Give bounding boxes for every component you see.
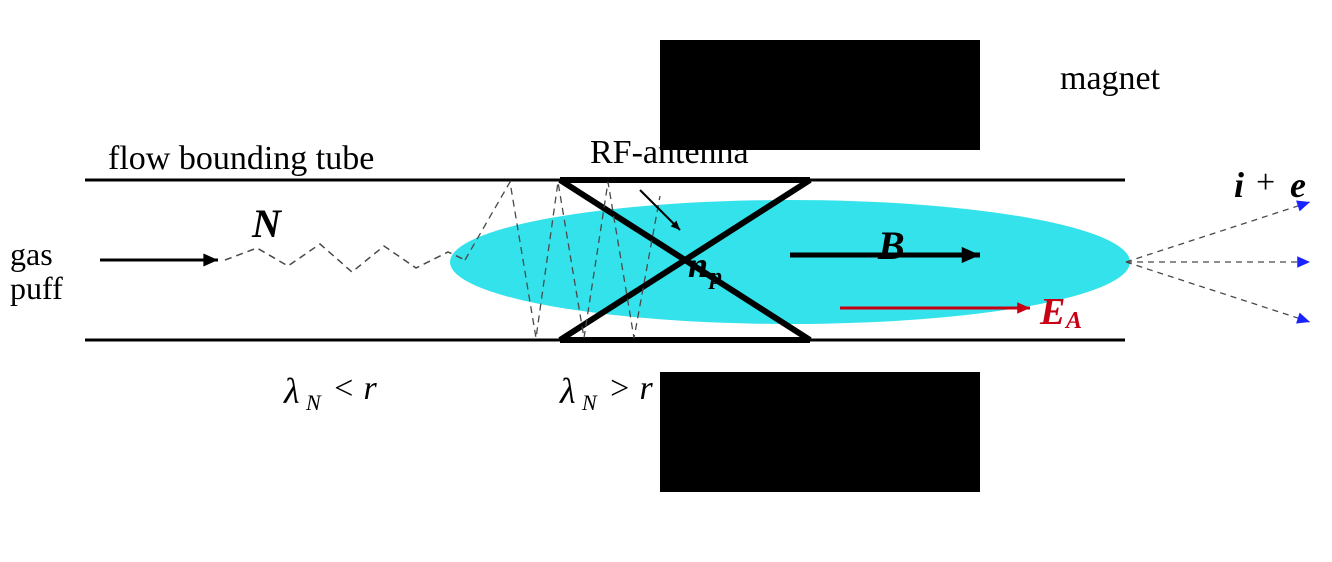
label-lambda2-N: N [582,390,597,416]
label-magnet: magnet [1060,60,1160,98]
label-ie-i: i [1234,164,1244,206]
label-EA-A: A [1066,308,1082,335]
label-lambda2-rel: > r [608,370,653,408]
label-N: N [252,200,281,247]
label-ie-e: e [1290,164,1306,206]
label-EA-E: E [1040,290,1065,334]
label-gas: gas [10,236,53,273]
label-lambda1-N: N [306,390,321,416]
label-puff: puff [10,270,63,307]
label-np-n: n [688,244,708,286]
label-ie-plus: + [1256,164,1275,202]
label-np-p: p [710,264,722,291]
label-lambda1-l: λ [284,370,300,412]
label-lambda1-rel: < r [332,370,377,408]
plasma-region [450,200,1130,324]
magnet-bottom [660,372,980,492]
label-flow-tube: flow bounding tube [108,140,374,178]
neutral-path [225,244,465,272]
label-B: B [878,222,905,269]
label-rf-antenna: RF-antenna [590,134,749,172]
label-lambda2-l: λ [560,370,576,412]
